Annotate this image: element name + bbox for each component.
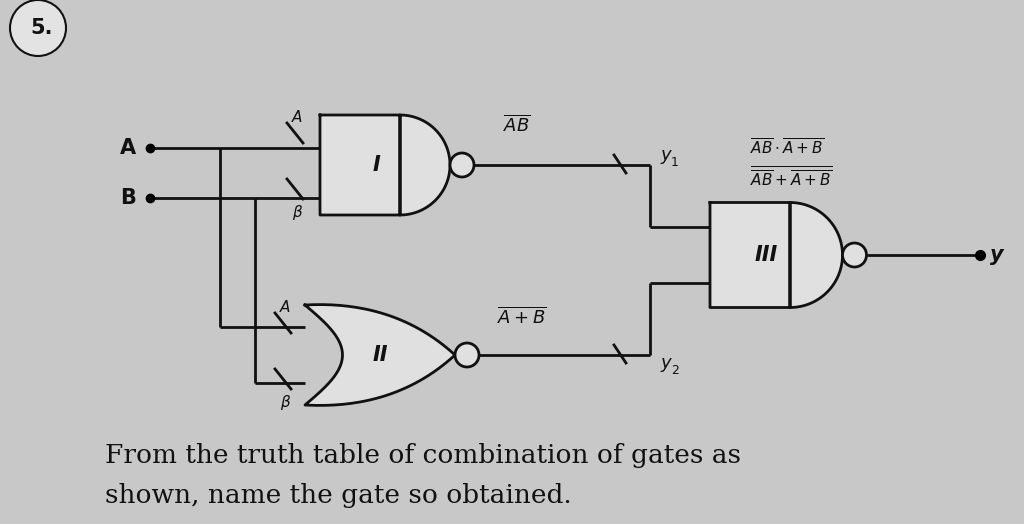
Circle shape	[10, 0, 66, 56]
Text: shown, name the gate so obtained.: shown, name the gate so obtained.	[105, 483, 571, 508]
Text: 2: 2	[671, 365, 679, 377]
Text: $\overline{\overline{AB} + \overline{A+B}}$: $\overline{\overline{AB} + \overline{A+B…	[750, 166, 833, 190]
Circle shape	[450, 153, 474, 177]
Text: A: A	[280, 300, 290, 314]
Polygon shape	[710, 202, 843, 308]
Text: A: A	[120, 138, 136, 158]
Text: From the truth table of combination of gates as: From the truth table of combination of g…	[105, 442, 741, 467]
Text: 1: 1	[671, 157, 679, 169]
Polygon shape	[319, 115, 450, 215]
Text: III: III	[755, 245, 777, 265]
Circle shape	[843, 243, 866, 267]
Text: A: A	[292, 110, 302, 125]
Text: $\overline{A+B}$: $\overline{A+B}$	[497, 307, 547, 328]
Polygon shape	[305, 304, 455, 406]
Text: B: B	[120, 188, 136, 208]
Text: $\overline{AB} \cdot \overline{A+B}$: $\overline{AB} \cdot \overline{A+B}$	[750, 138, 824, 158]
Text: β: β	[281, 396, 290, 410]
Text: y: y	[660, 146, 671, 164]
Text: I: I	[372, 155, 380, 175]
Text: y: y	[660, 354, 671, 372]
Text: 5.: 5.	[30, 18, 52, 38]
Circle shape	[455, 343, 479, 367]
Text: $\overline{AB}$: $\overline{AB}$	[503, 115, 530, 135]
Text: β: β	[292, 205, 302, 221]
Text: II: II	[373, 345, 388, 365]
Text: y: y	[990, 245, 1004, 265]
